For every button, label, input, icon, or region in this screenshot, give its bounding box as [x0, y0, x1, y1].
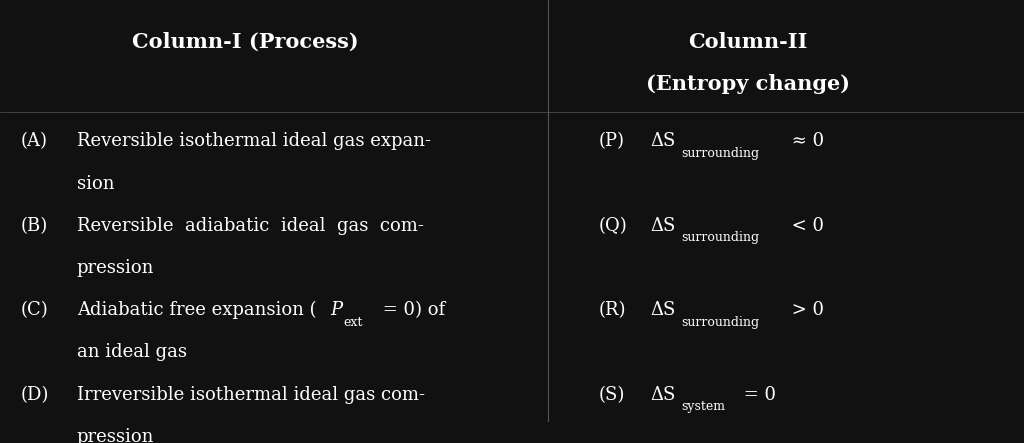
Text: (S): (S)	[599, 385, 626, 404]
Text: ΔS: ΔS	[650, 385, 676, 404]
Text: surrounding: surrounding	[681, 231, 759, 244]
Text: sion: sion	[77, 175, 115, 193]
Text: = 0: = 0	[738, 385, 776, 404]
Text: surrounding: surrounding	[681, 147, 759, 160]
Text: = 0) of: = 0) of	[377, 301, 445, 319]
Text: pression: pression	[77, 259, 155, 277]
Text: < 0: < 0	[785, 217, 823, 235]
Text: pression: pression	[77, 428, 155, 443]
Text: surrounding: surrounding	[681, 315, 759, 329]
Text: Reversible isothermal ideal gas expan-: Reversible isothermal ideal gas expan-	[77, 132, 431, 150]
Text: (C): (C)	[20, 301, 48, 319]
Text: (P): (P)	[599, 132, 625, 150]
Text: Irreversible isothermal ideal gas com-: Irreversible isothermal ideal gas com-	[77, 385, 425, 404]
Text: Reversible  adiabatic  ideal  gas  com-: Reversible adiabatic ideal gas com-	[77, 217, 424, 235]
Text: Column-II: Column-II	[688, 32, 807, 52]
Text: ΔS: ΔS	[650, 217, 676, 235]
Text: (Q): (Q)	[599, 217, 628, 235]
Text: system: system	[681, 400, 725, 413]
Text: Column-I (Process): Column-I (Process)	[132, 32, 359, 52]
Text: an ideal gas: an ideal gas	[77, 343, 186, 361]
Text: ext: ext	[343, 315, 362, 329]
Text: P: P	[331, 301, 343, 319]
Text: (Entropy change): (Entropy change)	[645, 74, 850, 94]
Text: > 0: > 0	[785, 301, 823, 319]
Text: Adiabatic free expansion (: Adiabatic free expansion (	[77, 301, 316, 319]
Text: (R): (R)	[599, 301, 627, 319]
Text: ΔS: ΔS	[650, 132, 676, 150]
Text: (A): (A)	[20, 132, 47, 150]
Text: ΔS: ΔS	[650, 301, 676, 319]
Text: ≈ 0: ≈ 0	[785, 132, 824, 150]
Text: (B): (B)	[20, 217, 48, 235]
Text: (D): (D)	[20, 385, 49, 404]
